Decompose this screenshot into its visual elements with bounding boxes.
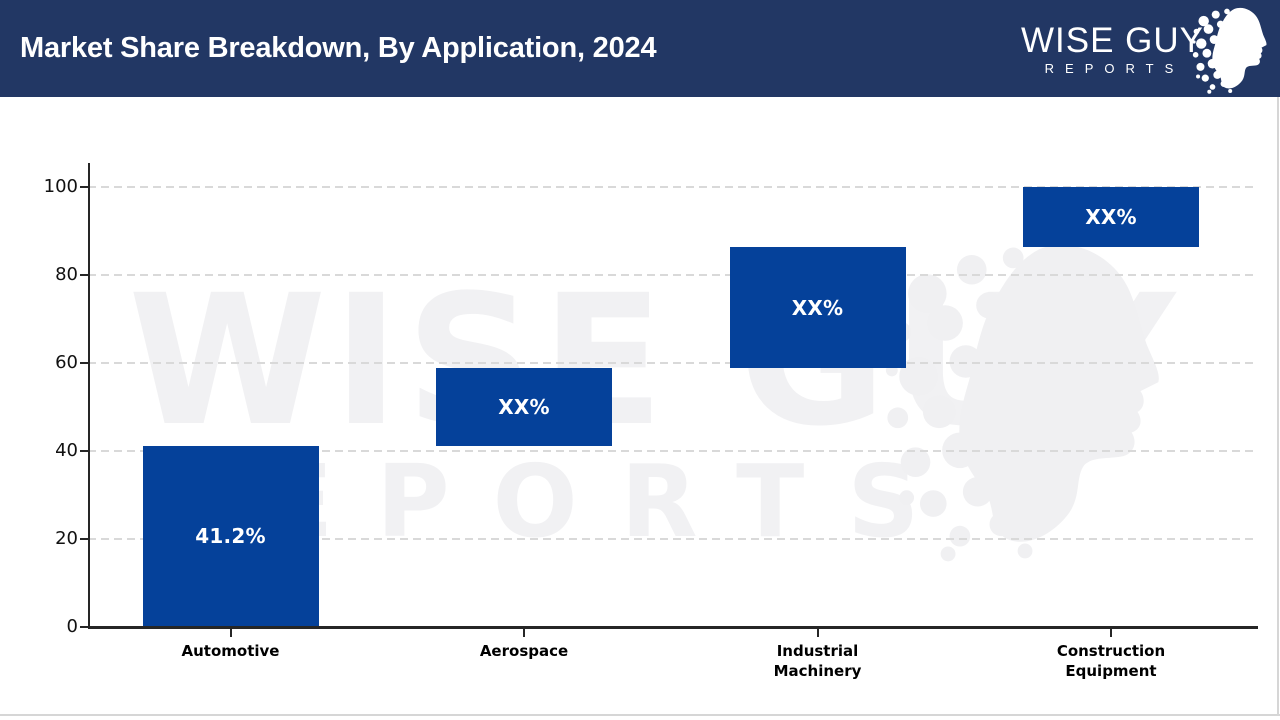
y-axis-tick xyxy=(80,274,88,276)
wiseguy-logo-text: WISE GUY REPORTS xyxy=(1020,21,1204,76)
y-tick-label: 80 xyxy=(55,264,78,285)
x-axis-label-construction-equipment: Construction Equipment xyxy=(1056,642,1166,680)
bar-industrial-machinery: XX% xyxy=(729,247,906,369)
gridline xyxy=(88,538,1258,540)
bar-value-label: XX% xyxy=(498,394,550,419)
gridline xyxy=(88,450,1258,452)
gridline xyxy=(88,186,1258,188)
y-tick-label: 100 xyxy=(43,176,78,197)
x-axis-tick xyxy=(523,629,525,637)
gridline xyxy=(88,274,1258,276)
bar-automotive: 41.2% xyxy=(142,445,319,627)
x-axis-label-aerospace: Aerospace xyxy=(479,642,569,660)
wiseguy-logo-subtitle: REPORTS xyxy=(1044,60,1185,76)
x-axis-label-automotive: Automotive xyxy=(181,642,280,660)
wiseguy-head-watermark-icon xyxy=(880,230,1176,570)
x-axis-label-industrial-machinery: Industrial Machinery xyxy=(773,642,862,680)
bar-construction-equipment: XX% xyxy=(1023,187,1199,248)
header-bar: Market Share Breakdown, By Application, … xyxy=(0,0,1280,97)
figure-bottom-border xyxy=(0,714,1280,716)
y-axis-tick xyxy=(80,362,88,364)
figure-right-border xyxy=(1277,97,1279,716)
gridline xyxy=(88,362,1258,364)
page-title: Market Share Breakdown, By Application, … xyxy=(20,32,657,64)
x-axis-spine xyxy=(88,626,1258,629)
y-tick-label: 20 xyxy=(55,528,78,549)
bar-aerospace: XX% xyxy=(436,368,612,446)
y-axis-tick xyxy=(80,626,88,628)
wiseguy-logo-wordmark: WISE GUY xyxy=(1020,21,1204,61)
bar-value-label: XX% xyxy=(1085,205,1137,230)
x-axis-tick xyxy=(229,629,232,637)
y-axis-tick xyxy=(80,538,88,540)
y-axis-tick xyxy=(80,186,88,188)
y-tick-label: 60 xyxy=(55,352,78,373)
x-axis-tick xyxy=(1110,629,1112,637)
wiseguy-logo: WISE GUY REPORTS xyxy=(1021,2,1274,97)
y-tick-label: 40 xyxy=(55,440,78,461)
y-tick-label: 0 xyxy=(66,616,78,637)
bar-value-label: XX% xyxy=(791,295,844,320)
y-axis-spine xyxy=(88,163,90,629)
y-axis-tick xyxy=(80,450,88,452)
x-axis-tick xyxy=(816,629,819,637)
bar-value-label: 41.2% xyxy=(195,524,266,549)
